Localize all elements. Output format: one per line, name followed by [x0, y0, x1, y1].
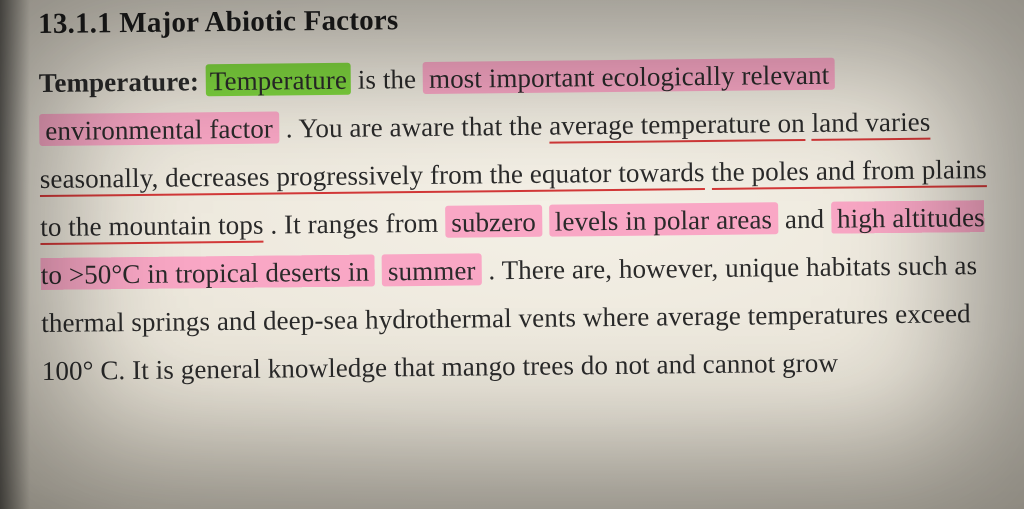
highlight-pink-run: levels in polar areas: [549, 202, 779, 236]
text-run: is the: [358, 64, 424, 95]
highlight-green-temperature: Temperature: [206, 63, 351, 97]
highlight-pink-run: environmental factor: [39, 112, 279, 147]
text-run: . It ranges from: [270, 208, 445, 240]
text-run: and: [785, 204, 831, 234]
paragraph-temperature: Temperature: Temperature is the most imp…: [39, 49, 992, 395]
text-run: . You are aware that the: [286, 111, 550, 144]
section-heading: 13.1.1 Major Abiotic Factors: [38, 0, 988, 41]
textbook-page: 13.1.1 Major Abiotic Factors Temperature…: [38, 0, 992, 395]
page-gutter-shadow: [0, 0, 30, 509]
highlight-pink-run: summer: [382, 254, 482, 287]
highlight-pink-run: subzero: [445, 205, 542, 238]
underline-red-run: average temperature on: [549, 108, 805, 144]
highlight-pink-run: most important ecologically relevant: [423, 58, 836, 94]
topic-label: Temperature:: [39, 66, 199, 98]
